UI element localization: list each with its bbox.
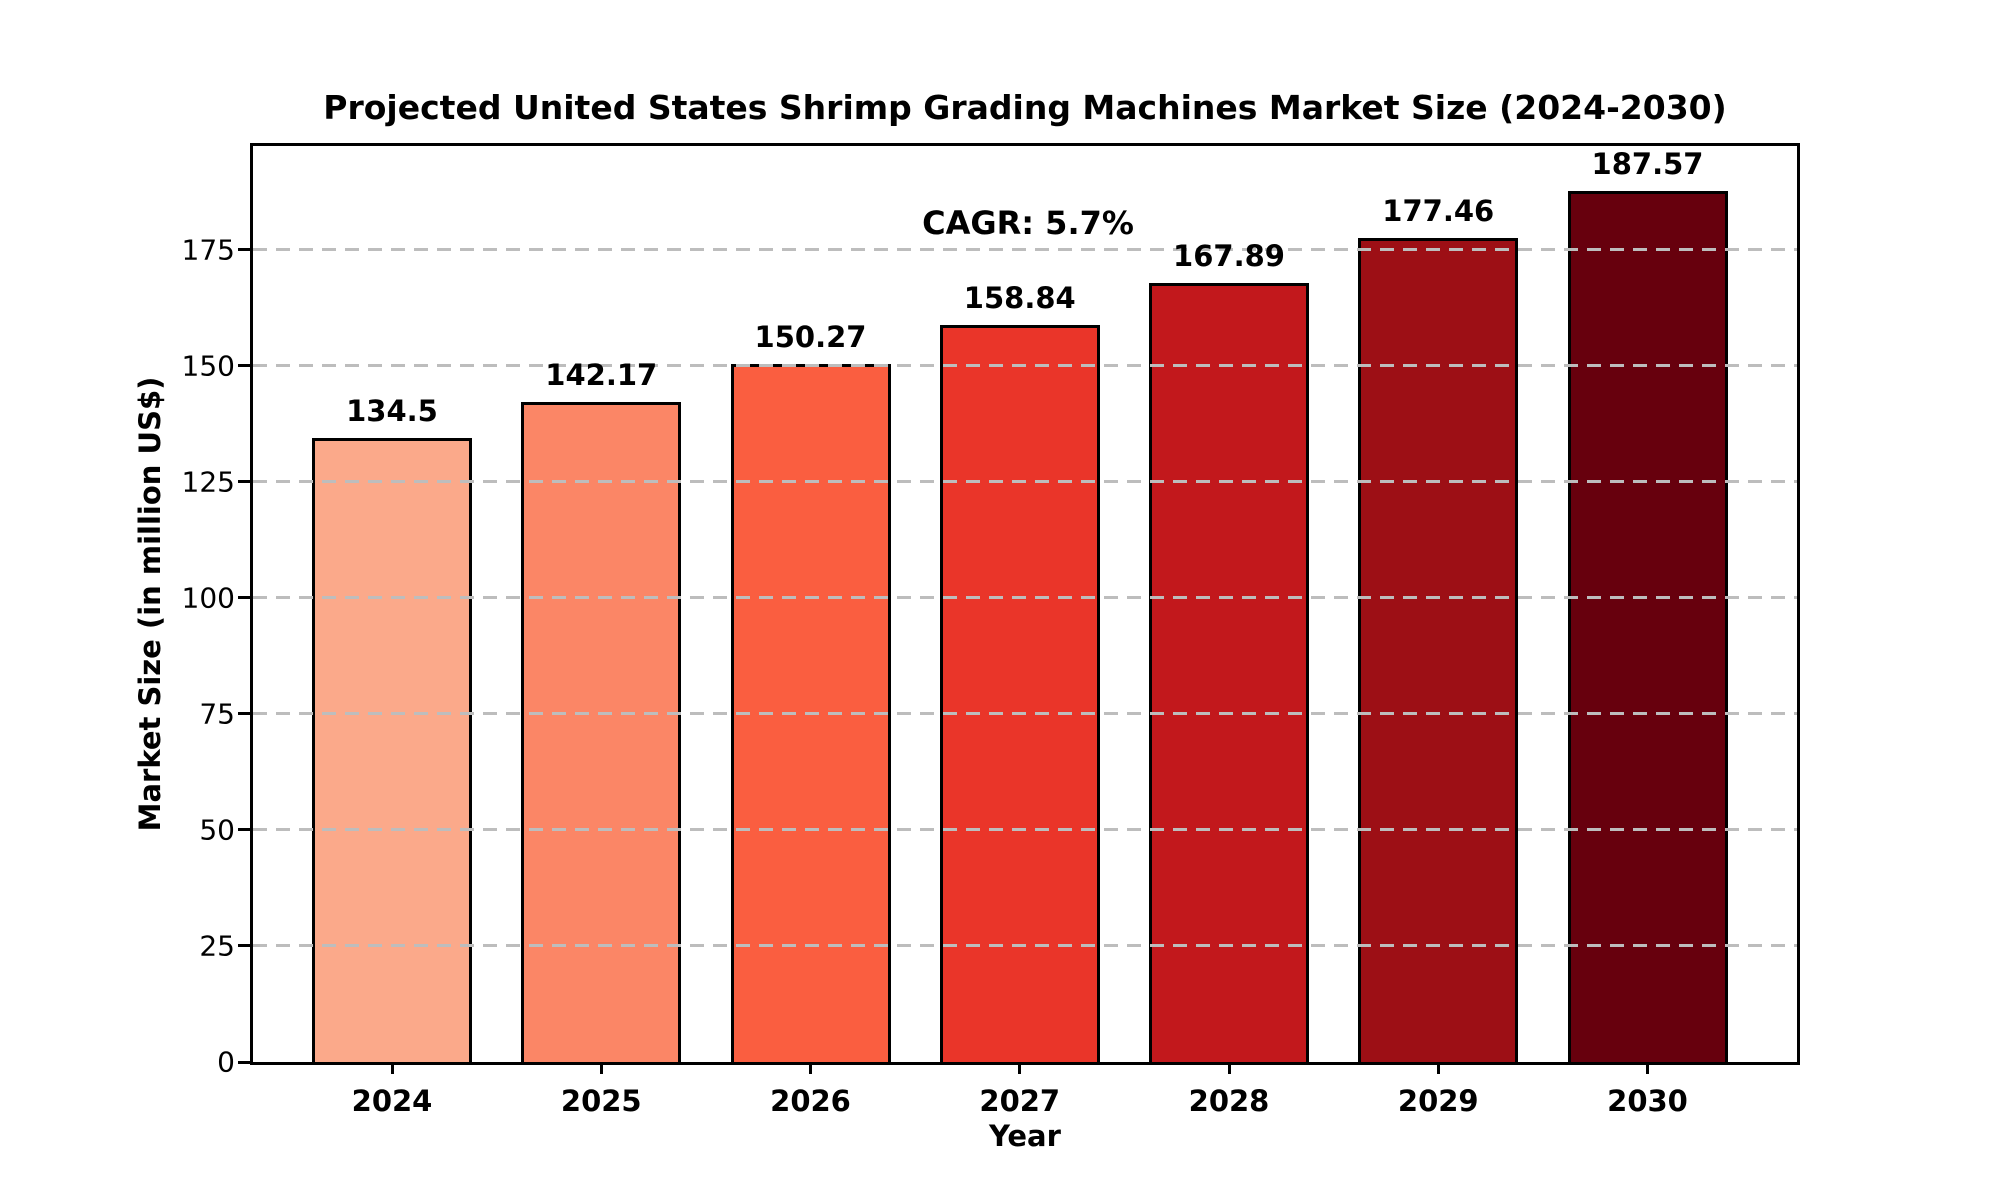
gridline (253, 944, 1797, 948)
y-tick-label: 75 (199, 697, 235, 731)
bar (939, 324, 1100, 1062)
x-tick (1018, 1062, 1022, 1074)
y-tick-label: 150 (181, 349, 235, 383)
x-tick-label: 2026 (770, 1084, 851, 1118)
y-tick-label: 50 (199, 813, 235, 847)
y-tick-label: 0 (217, 1045, 235, 1079)
y-tick-label: 175 (181, 233, 235, 267)
x-tick-label: 2025 (560, 1084, 642, 1118)
x-tick (1646, 1062, 1649, 1074)
x-tick (1227, 1062, 1231, 1074)
bar-value-label: 142.17 (545, 357, 658, 392)
bar-value-label: 150.27 (754, 320, 867, 355)
x-tick-label: 2024 (351, 1084, 433, 1118)
y-tick (238, 480, 250, 484)
x-tick-label: 2030 (1607, 1084, 1688, 1118)
bar (1149, 282, 1309, 1062)
bar (312, 437, 472, 1062)
bar (1567, 191, 1728, 1062)
y-tick (238, 364, 250, 368)
y-tick (238, 944, 250, 948)
y-tick (238, 596, 250, 600)
y-axis-label: Market Size (in million US$) (133, 376, 167, 832)
gridline (253, 596, 1797, 600)
bar-value-label: 177.46 (1382, 194, 1495, 229)
x-axis-label: Year (989, 1119, 1061, 1153)
gridline (253, 248, 1797, 252)
chart-title: Projected United States Shrimp Grading M… (323, 88, 1727, 127)
bar (521, 401, 682, 1062)
plot-area: CAGR: 5.7% 0 25 50 75 100 125 150 175 134.5 2024 1… (182, 143, 1800, 1118)
gridline (253, 364, 1797, 368)
y-tick (238, 828, 250, 832)
bar-value-label: 134.5 (346, 393, 438, 428)
gridline (253, 828, 1797, 832)
gridline (253, 480, 1797, 484)
gridline (253, 712, 1797, 716)
x-tick-label: 2029 (1397, 1084, 1479, 1118)
y-tick (238, 712, 250, 716)
y-tick-label: 125 (181, 465, 235, 499)
y-tick (238, 248, 250, 252)
bar (1358, 238, 1519, 1062)
y-tick-label: 100 (181, 581, 235, 615)
x-tick (809, 1062, 812, 1074)
x-tick-label: 2027 (979, 1084, 1061, 1118)
bar-value-label: 167.89 (1173, 238, 1285, 273)
x-tick-label: 2028 (1188, 1084, 1270, 1118)
cagr-annotation: CAGR: 5.7% (922, 204, 1134, 242)
bar-value-label: 158.84 (963, 280, 1076, 315)
bar-value-label: 187.57 (1591, 147, 1704, 182)
x-tick (1436, 1062, 1440, 1074)
x-tick (599, 1062, 603, 1074)
y-tick-label: 25 (199, 929, 235, 963)
x-tick (390, 1062, 394, 1074)
y-tick (238, 1060, 250, 1064)
